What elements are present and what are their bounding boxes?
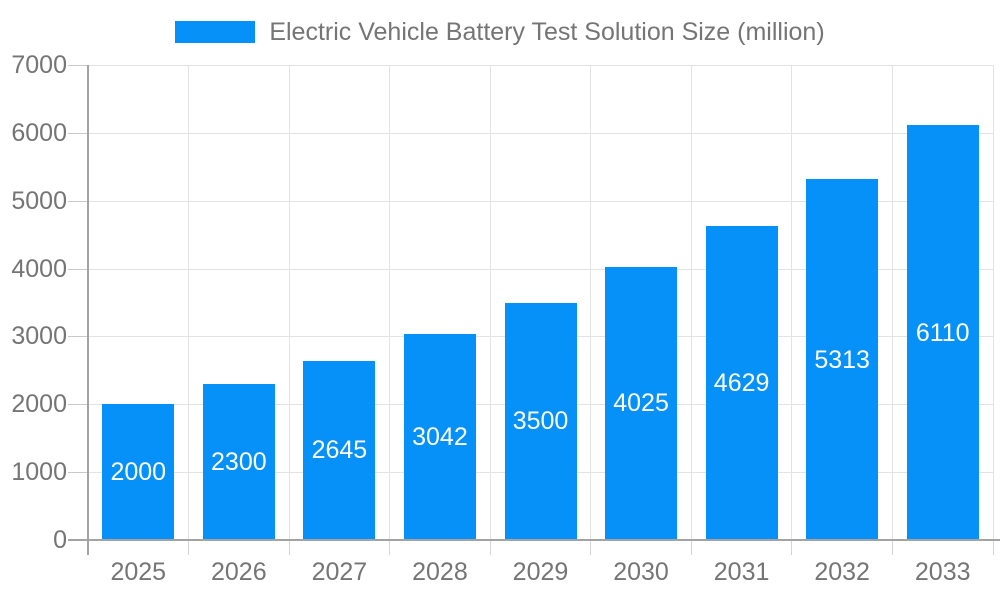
x-tick-label: 2026 xyxy=(211,558,267,586)
legend[interactable]: Electric Vehicle Battery Test Solution S… xyxy=(0,18,1000,46)
gridline-vertical xyxy=(188,65,190,540)
y-tick-mark xyxy=(68,132,88,134)
x-tick-mark xyxy=(489,541,491,555)
bar-2030[interactable]: 4025 xyxy=(605,266,678,540)
y-tick-label: 2000 xyxy=(11,390,67,419)
bar-value-label: 4629 xyxy=(713,368,770,397)
x-tick-label: 2028 xyxy=(412,558,468,586)
y-tick-label: 3000 xyxy=(11,322,67,351)
bar-2026[interactable]: 2300 xyxy=(202,383,275,540)
x-tick-label: 2033 xyxy=(914,558,971,586)
x-tick-mark xyxy=(389,541,391,555)
gridline-vertical xyxy=(992,65,994,540)
x-axis-labels: 2025 2026 2027 2028 2029 2030 2031 2032 2033 xyxy=(88,558,993,588)
y-axis-line xyxy=(87,65,89,555)
gridline-vertical xyxy=(389,65,391,540)
gridline-vertical xyxy=(590,65,592,540)
bar-value-label: 2300 xyxy=(211,447,267,476)
bar-value-label: 5313 xyxy=(814,345,870,374)
gridline-vertical xyxy=(891,65,893,540)
bar-2027[interactable]: 2645 xyxy=(303,360,376,540)
plot-area: 2000 2300 2645 3042 3500 4025 4629 5313 6110 xyxy=(88,65,994,540)
x-tick-label: 2032 xyxy=(814,558,870,586)
y-axis-labels: 0 1000 2000 3000 4000 5000 6000 7000 xyxy=(0,52,67,553)
x-tick-mark xyxy=(288,541,290,555)
y-tick-label: 7000 xyxy=(11,51,67,79)
bar-value-label: 4025 xyxy=(613,389,669,418)
gridline-vertical xyxy=(791,65,793,540)
bar-2031[interactable]: 4629 xyxy=(705,225,778,540)
x-tick-mark xyxy=(891,541,893,555)
bar-value-label: 2645 xyxy=(311,436,368,465)
x-tick-mark xyxy=(992,541,994,555)
y-tick-mark xyxy=(68,200,88,202)
bar-2028[interactable]: 3042 xyxy=(403,333,476,540)
x-tick-mark xyxy=(188,541,190,555)
y-tick-label: 5000 xyxy=(11,186,67,215)
x-tick-mark xyxy=(690,541,692,555)
y-tick-mark xyxy=(68,65,88,66)
x-axis-line xyxy=(68,539,1000,541)
gridline-vertical xyxy=(288,65,290,540)
bar-2025[interactable]: 2000 xyxy=(102,404,175,540)
gridline-vertical xyxy=(690,65,692,540)
x-tick-mark xyxy=(590,541,592,555)
x-tick-label: 2031 xyxy=(713,558,770,586)
gridline-vertical xyxy=(489,65,491,540)
y-tick-label: 1000 xyxy=(11,458,67,487)
y-tick-label: 6000 xyxy=(11,118,67,147)
legend-swatch xyxy=(175,21,256,43)
gridline-horizontal xyxy=(88,268,993,270)
gridline-horizontal xyxy=(88,200,993,202)
bar-value-label: 3042 xyxy=(412,422,468,451)
y-tick-mark xyxy=(68,404,88,406)
bar-2029[interactable]: 3500 xyxy=(504,302,577,540)
y-tick-mark xyxy=(68,472,88,474)
y-tick-mark xyxy=(68,268,88,270)
bar-2032[interactable]: 5313 xyxy=(806,179,879,540)
x-tick-mark xyxy=(791,541,793,555)
y-tick-label: 0 xyxy=(53,526,67,554)
x-tick-label: 2029 xyxy=(512,558,569,586)
legend-label: Electric Vehicle Battery Test Solution S… xyxy=(269,18,825,46)
x-tick-label: 2030 xyxy=(613,558,669,586)
x-tick-label: 2027 xyxy=(311,558,368,586)
y-tick-label: 4000 xyxy=(11,254,67,283)
bar-value-label: 6110 xyxy=(915,318,970,347)
gridline-horizontal xyxy=(88,65,993,66)
bar-value-label: 2000 xyxy=(110,458,167,487)
y-tick-mark xyxy=(68,336,88,338)
gridline-horizontal xyxy=(88,132,993,134)
x-tick-label: 2025 xyxy=(110,558,167,586)
bar-value-label: 3500 xyxy=(512,407,569,436)
bar-2033[interactable]: 6110 xyxy=(906,125,979,540)
